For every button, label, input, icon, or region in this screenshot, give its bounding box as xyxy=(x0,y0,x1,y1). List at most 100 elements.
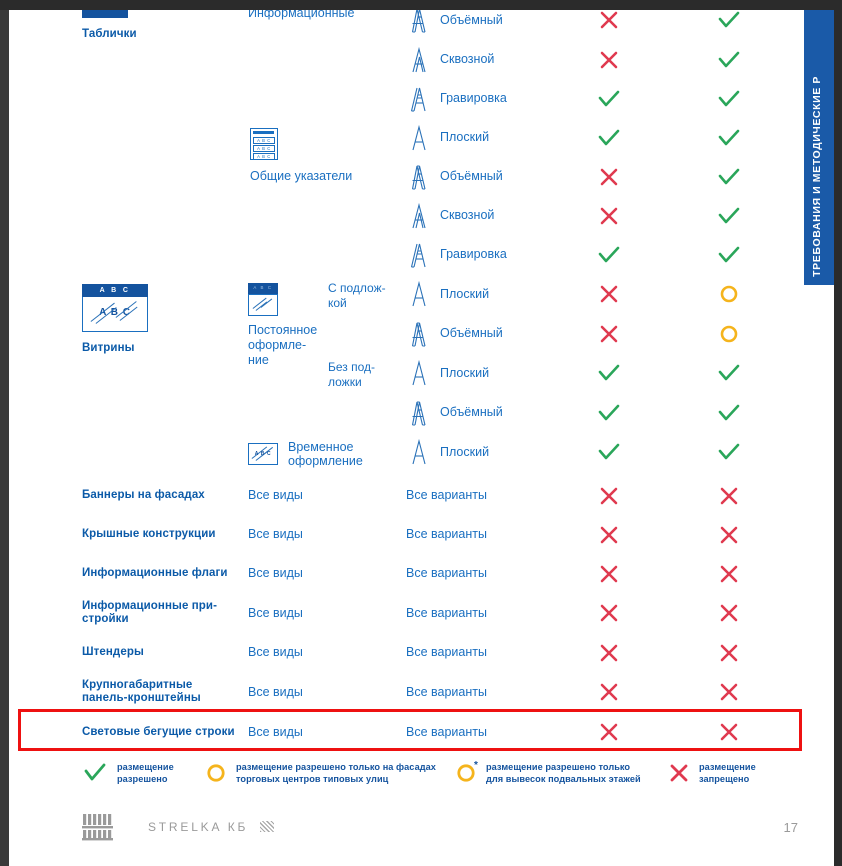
category-cell-plaques: A B C Таблички xyxy=(70,0,238,274)
type-label: Объёмный xyxy=(440,12,503,27)
cross-icon xyxy=(600,644,618,661)
check-icon xyxy=(598,404,620,420)
kinds-cell: Все виды xyxy=(238,554,398,593)
mark-cell-col5 xyxy=(668,593,790,633)
cross-icon xyxy=(720,526,738,543)
table-row: A B C A B C Витрины xyxy=(70,274,790,367)
check-icon xyxy=(598,246,620,262)
table-row: Крышные конструкции Все виды Все вариант… xyxy=(70,515,790,554)
check-icon xyxy=(718,11,740,28)
legend-text: размещение разрешено xyxy=(117,762,174,784)
cross-icon xyxy=(720,487,738,504)
check-icon xyxy=(718,364,740,381)
table-row: Информационные флаги Все виды Все вариан… xyxy=(70,554,790,593)
table-row: A B C A B C A B C Общие указатели xyxy=(70,118,790,183)
type-label: Гравировка xyxy=(440,247,507,261)
table-row: Гравировка xyxy=(70,79,790,118)
letter-a-flat-icon xyxy=(406,358,432,388)
table-row: A B C Временное оформление xyxy=(70,432,790,476)
type-label: Гравировка xyxy=(440,91,507,105)
type-cell: Объёмный xyxy=(398,314,550,353)
check-icon xyxy=(718,51,740,67)
check-icon xyxy=(718,168,740,184)
type-label: Плоский xyxy=(440,444,490,459)
subgroup-label: Постоянное оформле-ние xyxy=(248,323,318,367)
permissions-table: A B C Таблички Информационные xyxy=(70,0,790,752)
cross-icon xyxy=(600,683,618,701)
cross-icon xyxy=(720,604,738,622)
kinds-label: Все виды xyxy=(248,488,303,502)
type-cell: Гравировка xyxy=(398,79,550,118)
mark-cell-col4 xyxy=(550,79,668,118)
cross-icon xyxy=(600,207,618,224)
check-icon xyxy=(718,90,740,106)
mark-cell-col5 xyxy=(668,353,790,393)
letter-a-flat-icon xyxy=(406,123,432,153)
kinds-cell: Все виды xyxy=(238,515,398,554)
cross-icon xyxy=(600,51,618,68)
legend-text: размещение разрешено только для вывесок … xyxy=(486,762,641,784)
type-cell: Плоский xyxy=(398,118,550,157)
mark-cell-col5 xyxy=(668,235,790,274)
permanent-decor-thumbnail-head: A B C xyxy=(248,283,278,294)
mark-cell-col4 xyxy=(550,314,668,353)
kinds-label: Все виды xyxy=(248,566,303,580)
variants-label: Все варианты xyxy=(406,488,487,502)
table-row: Гравировка xyxy=(70,235,790,274)
kinds-label: Все виды xyxy=(248,684,303,699)
mark-cell-col5 xyxy=(668,672,790,712)
type-cell: Плоский xyxy=(398,353,550,393)
category-cell: Баннеры на фасадах xyxy=(70,476,238,515)
kinds-label: Все виды xyxy=(248,724,303,739)
legend-item-forbidden: размещение запрещено xyxy=(668,762,756,785)
directory-list-thumbnail: A B C A B C A B C xyxy=(250,128,278,160)
table-row: Сквозной xyxy=(70,196,790,235)
check-icon xyxy=(718,246,740,262)
circle-icon xyxy=(720,285,738,303)
mark-cell-col4 xyxy=(550,515,668,554)
letter-a-engrave-icon xyxy=(406,84,432,114)
type-label: Плоский xyxy=(440,286,490,301)
subgroup-label: Общие указатели xyxy=(250,169,353,183)
mark-cell-col5 xyxy=(668,432,790,476)
cross-icon xyxy=(720,723,738,741)
mark-cell-col5 xyxy=(668,196,790,235)
legend-text: размещение запрещено xyxy=(699,762,756,784)
letter-a-outline-icon xyxy=(406,201,432,231)
check-icon xyxy=(598,129,620,145)
type-label: Объёмный xyxy=(440,405,503,419)
section-tab-label: ТРЕБОВАНИЯ И МЕТОДИЧЕСКИЕ Р xyxy=(811,76,823,277)
cross-icon xyxy=(720,565,738,582)
variant-label: С подлож-кой xyxy=(328,281,386,310)
variants-cell: Все варианты xyxy=(398,515,550,554)
category-label: Световые бегущие строки xyxy=(82,725,235,738)
legend-star: * xyxy=(474,760,478,771)
mark-cell-col5 xyxy=(668,118,790,157)
variants-cell: Все варианты xyxy=(398,672,550,712)
type-label: Сквозной xyxy=(440,208,495,222)
cross-icon xyxy=(720,683,738,701)
type-cell: Сквозной xyxy=(398,40,550,79)
document-page xyxy=(9,0,834,866)
letter-a-engrave-icon xyxy=(406,240,432,270)
mark-cell-col5 xyxy=(668,515,790,554)
mark-cell-col4 xyxy=(550,196,668,235)
variants-label: Все варианты xyxy=(406,645,487,659)
cross-icon xyxy=(600,604,618,622)
variants-label: Все варианты xyxy=(406,724,487,739)
table-row-highlighted: Световые бегущие строки Все виды Все вар… xyxy=(70,712,790,752)
category-label: Баннеры на фасадах xyxy=(82,489,205,501)
dom-rf-logo-icon xyxy=(82,812,118,842)
cross-icon xyxy=(600,285,618,303)
legend-item-malls: размещение разрешено только на фасадах т… xyxy=(205,762,436,785)
mark-cell-col4 xyxy=(550,274,668,314)
diagonal-strokes xyxy=(83,297,147,331)
mark-cell-col5 xyxy=(668,274,790,314)
cross-icon xyxy=(600,526,618,543)
cross-icon xyxy=(600,11,618,29)
cross-icon xyxy=(720,644,738,661)
mark-cell-col5 xyxy=(668,79,790,118)
table-row: Объёмный xyxy=(70,314,790,353)
cross-icon xyxy=(600,487,618,504)
mark-cell-col5 xyxy=(668,314,790,353)
